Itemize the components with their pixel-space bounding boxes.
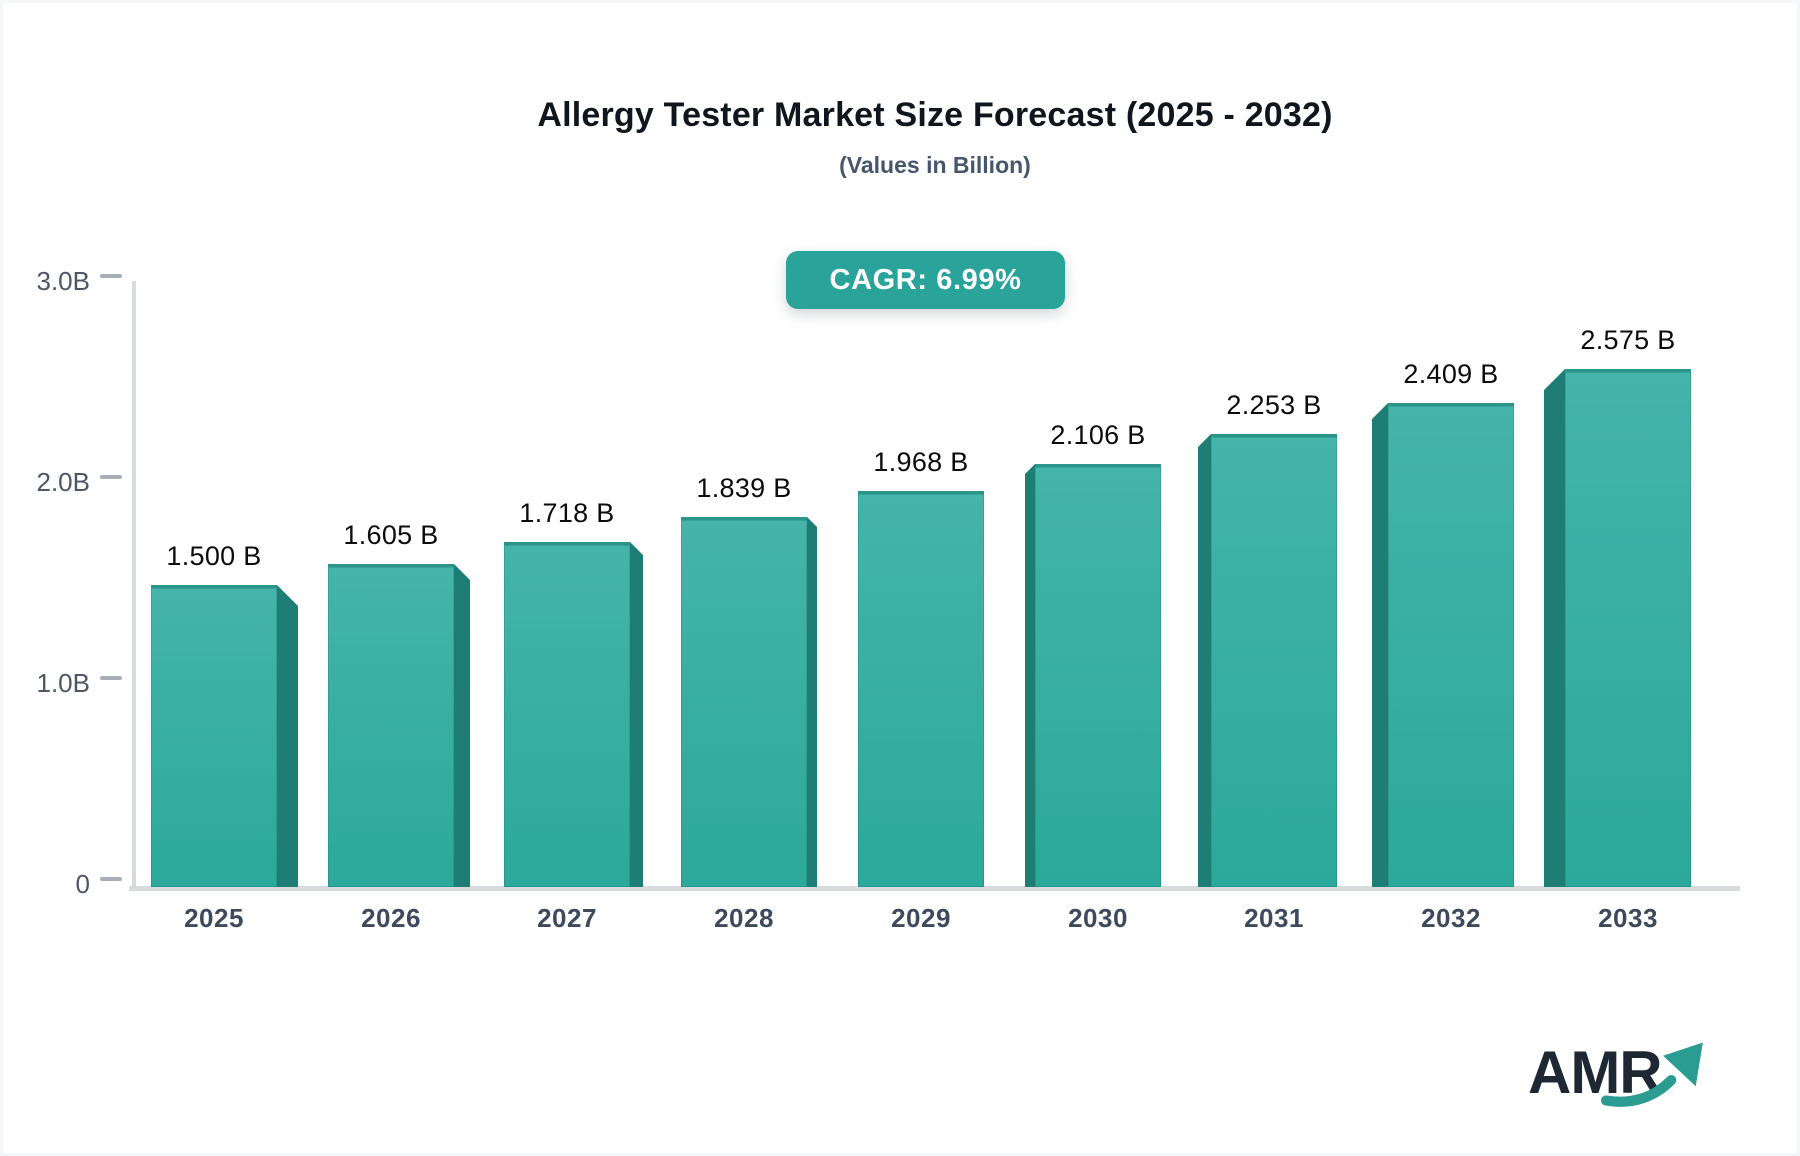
amr-logo: AMR — [1528, 1038, 1718, 1116]
bar-2033 — [1565, 369, 1691, 887]
x-axis-label-2033: 2033 — [1598, 903, 1658, 933]
x-axis-label-2027: 2027 — [537, 903, 597, 933]
bar-value-label-2031: 2.253 B — [1226, 390, 1322, 420]
bar-side-2025 — [277, 585, 298, 887]
bar-2027 — [504, 542, 630, 887]
bar-2030 — [1035, 464, 1161, 887]
y-axis-tick — [100, 274, 122, 278]
x-axis-label-2030: 2030 — [1068, 903, 1128, 933]
y-axis-tick-label: 0 — [75, 869, 90, 899]
x-axis-line — [129, 886, 1740, 891]
y-axis-tick — [100, 877, 122, 881]
x-axis-label-2031: 2031 — [1244, 903, 1304, 933]
bar-2029 — [858, 491, 984, 887]
x-axis-label-2032: 2032 — [1421, 903, 1481, 933]
bar-side-2028 — [807, 517, 817, 887]
bar-2028 — [681, 517, 807, 887]
cagr-badge: CAGR: 6.99% — [786, 251, 1065, 309]
bar-2025 — [151, 585, 277, 887]
chart-subtitle: (Values in Billion) — [839, 152, 1031, 178]
bar-value-label-2025: 1.500 B — [166, 541, 262, 571]
bar-value-label-2028: 1.839 B — [696, 473, 792, 503]
y-axis-tick-label: 1.0B — [36, 668, 91, 698]
x-axis-label-2028: 2028 — [714, 903, 774, 933]
bar-2026 — [328, 564, 454, 887]
bar-side-2030 — [1025, 464, 1035, 887]
chart-header: Allergy Tester Market Size Forecast (202… — [70, 96, 1800, 179]
chart-title: Allergy Tester Market Size Forecast (202… — [537, 96, 1333, 134]
bar-2031 — [1211, 434, 1337, 887]
bar-value-label-2029: 1.968 B — [873, 447, 969, 477]
growth-arrow-icon — [1601, 1042, 1703, 1107]
bar-side-2027 — [630, 542, 643, 887]
x-axis-label-2025: 2025 — [184, 903, 244, 933]
x-axis-label-2029: 2029 — [891, 903, 951, 933]
bar-side-2026 — [454, 564, 470, 887]
bar-side-2031 — [1198, 434, 1211, 887]
y-axis-tick-label: 2.0B — [36, 467, 91, 497]
bar-value-label-2030: 2.106 B — [1050, 420, 1146, 450]
cagr-badge-label: CAGR: 6.99% — [829, 263, 1022, 296]
y-axis-tick — [100, 676, 122, 680]
y-axis-tick — [100, 475, 122, 479]
bar-value-label-2027: 1.718 B — [519, 498, 615, 528]
bar-value-label-2026: 1.605 B — [343, 520, 439, 550]
y-axis-line — [132, 281, 136, 888]
bar-value-label-2033: 2.575 B — [1580, 325, 1676, 355]
bar-side-2033 — [1544, 369, 1565, 887]
x-axis-label-2026: 2026 — [361, 903, 421, 933]
bar-2032 — [1388, 403, 1514, 887]
bar-side-2032 — [1372, 403, 1388, 887]
bar-value-label-2032: 2.409 B — [1403, 359, 1499, 389]
y-axis-tick-label: 3.0B — [36, 266, 91, 296]
